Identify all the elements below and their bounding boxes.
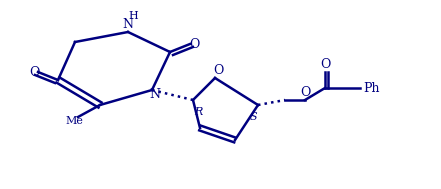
Text: H: H xyxy=(128,11,138,21)
Text: Me: Me xyxy=(65,116,83,126)
Text: Ph: Ph xyxy=(364,81,380,94)
Text: O: O xyxy=(189,37,199,50)
Text: O: O xyxy=(320,59,330,71)
Text: O: O xyxy=(29,66,39,78)
Text: O: O xyxy=(300,87,310,99)
Text: N: N xyxy=(123,18,134,30)
Text: R: R xyxy=(194,107,202,117)
Text: N: N xyxy=(149,88,161,101)
Text: S: S xyxy=(249,112,257,122)
Text: O: O xyxy=(213,64,223,77)
